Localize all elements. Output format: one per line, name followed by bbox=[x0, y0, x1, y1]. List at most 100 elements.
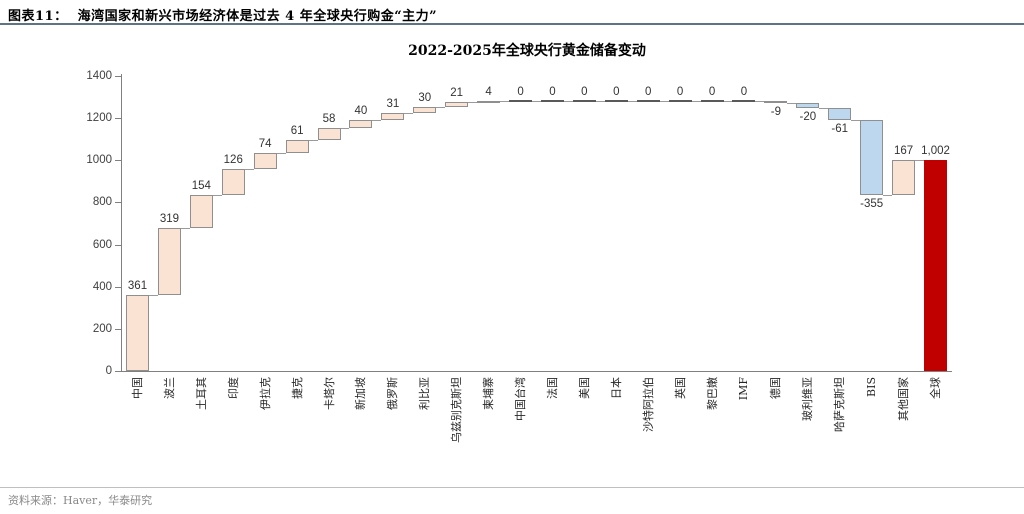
x-axis-label: 德国 bbox=[769, 377, 783, 399]
value-label: 40 bbox=[354, 104, 368, 117]
connector-line bbox=[468, 102, 478, 104]
value-label: 0 bbox=[517, 86, 524, 99]
x-axis-label: 全球 bbox=[929, 377, 942, 399]
value-label: 1,002 bbox=[921, 144, 950, 157]
footer-divider bbox=[0, 487, 1024, 488]
y-axis-label: 1200 bbox=[86, 112, 112, 125]
waterfall-bar bbox=[317, 128, 341, 141]
value-label: 30 bbox=[418, 91, 432, 104]
value-label: 0 bbox=[708, 86, 716, 99]
value-label: 361 bbox=[127, 279, 148, 292]
x-axis-label: 伊拉克 bbox=[258, 377, 272, 410]
figure-header: 图表11： 海湾国家和新兴市场经济体是过去 4 年全球央行购金“主力” bbox=[8, 5, 437, 24]
waterfall-bar bbox=[860, 120, 884, 196]
y-axis-label: 0 bbox=[105, 365, 112, 377]
value-label: 61 bbox=[290, 125, 304, 138]
figure-number: 图表11： bbox=[8, 9, 68, 24]
value-label: 319 bbox=[159, 212, 179, 225]
x-axis-label: 波兰 bbox=[162, 377, 176, 399]
x-axis-label: 法国 bbox=[545, 377, 559, 399]
y-tick-mark bbox=[115, 286, 121, 288]
x-axis-label: 黎巴嫩 bbox=[705, 377, 719, 410]
source-note: 资料来源：Haver，华泰研究 bbox=[8, 494, 153, 507]
value-label: 4 bbox=[485, 86, 492, 99]
x-axis-label: 卡塔尔 bbox=[322, 377, 336, 410]
value-label: 74 bbox=[258, 138, 272, 151]
figure-title: 海湾国家和新兴市场经济体是过去 4 年全球央行购金“主力” bbox=[77, 9, 438, 24]
connector-line bbox=[244, 168, 254, 170]
y-axis-label: 400 bbox=[92, 280, 112, 293]
value-label: -61 bbox=[831, 123, 849, 136]
connector-line bbox=[404, 113, 414, 115]
y-axis-label: 800 bbox=[92, 196, 112, 209]
connector-line bbox=[180, 227, 190, 229]
zero-bar bbox=[700, 100, 724, 103]
zero-bar bbox=[636, 100, 660, 103]
y-axis-label: 1000 bbox=[86, 154, 112, 167]
x-axis-label: 土耳其 bbox=[194, 377, 208, 410]
value-label: 0 bbox=[549, 86, 556, 99]
zero-bar bbox=[604, 100, 628, 103]
zero-bar bbox=[668, 100, 692, 103]
x-axis-label: 沙特阿拉伯 bbox=[641, 377, 655, 432]
connector-line bbox=[915, 160, 924, 162]
connector-line bbox=[627, 101, 637, 103]
connector-line bbox=[372, 119, 382, 121]
connector-line bbox=[340, 128, 350, 130]
value-label: -9 bbox=[770, 106, 781, 119]
waterfall-bar bbox=[381, 113, 405, 120]
connector-line bbox=[532, 101, 541, 103]
waterfall-bar bbox=[796, 103, 820, 108]
x-axis-label: IMF bbox=[737, 377, 751, 401]
x-axis-label: 英国 bbox=[673, 377, 687, 399]
waterfall-bar bbox=[413, 106, 437, 114]
connector-line bbox=[691, 101, 701, 103]
x-axis-label: 利比亚 bbox=[418, 377, 432, 410]
connector-line bbox=[308, 140, 318, 142]
value-label: 126 bbox=[223, 153, 243, 166]
y-axis-line bbox=[121, 74, 122, 371]
x-axis-label: 日本 bbox=[609, 377, 623, 399]
waterfall-bar bbox=[764, 101, 788, 104]
connector-line bbox=[723, 101, 733, 103]
value-label: 0 bbox=[676, 86, 684, 99]
value-label: 0 bbox=[645, 86, 652, 99]
connector-line bbox=[212, 195, 222, 197]
waterfall-bar bbox=[189, 195, 213, 228]
y-tick-mark bbox=[115, 118, 121, 120]
value-label: 31 bbox=[386, 98, 400, 111]
waterfall-bar bbox=[126, 294, 149, 371]
value-label: 21 bbox=[450, 87, 464, 100]
connector-line bbox=[819, 107, 829, 109]
x-axis-label: 其他国家 bbox=[897, 377, 911, 421]
connector-line bbox=[500, 101, 510, 103]
connector-line bbox=[787, 103, 797, 105]
y-tick-mark bbox=[115, 202, 121, 204]
connector-line bbox=[276, 153, 286, 155]
waterfall-bar bbox=[828, 107, 852, 121]
y-tick-mark bbox=[115, 160, 121, 162]
waterfall-bar bbox=[285, 140, 309, 154]
x-axis-label: 哈萨克斯坦 bbox=[833, 377, 847, 432]
x-axis-label: 中国 bbox=[131, 377, 144, 399]
y-axis-label: 200 bbox=[92, 322, 112, 335]
x-axis-label: 玻利维亚 bbox=[801, 377, 815, 421]
chart-title: 2022-2025年全球央行黄金储备变动 bbox=[408, 43, 646, 59]
connector-line bbox=[851, 120, 861, 122]
connector-line bbox=[149, 294, 158, 296]
x-axis-label: BIS bbox=[865, 377, 879, 397]
y-axis-label: 600 bbox=[92, 238, 112, 251]
connector-line bbox=[755, 101, 765, 103]
y-tick-mark bbox=[115, 76, 121, 77]
waterfall-bar bbox=[924, 159, 947, 371]
waterfall-bar bbox=[349, 119, 373, 129]
value-label: 167 bbox=[893, 145, 914, 158]
waterfall-bar bbox=[477, 101, 501, 104]
value-label: 0 bbox=[581, 86, 588, 99]
zero-bar bbox=[572, 100, 596, 103]
waterfall-bar bbox=[892, 160, 916, 196]
y-tick-mark bbox=[115, 328, 121, 330]
y-tick-mark bbox=[115, 244, 121, 246]
x-axis-label: 俄罗斯 bbox=[386, 377, 400, 410]
